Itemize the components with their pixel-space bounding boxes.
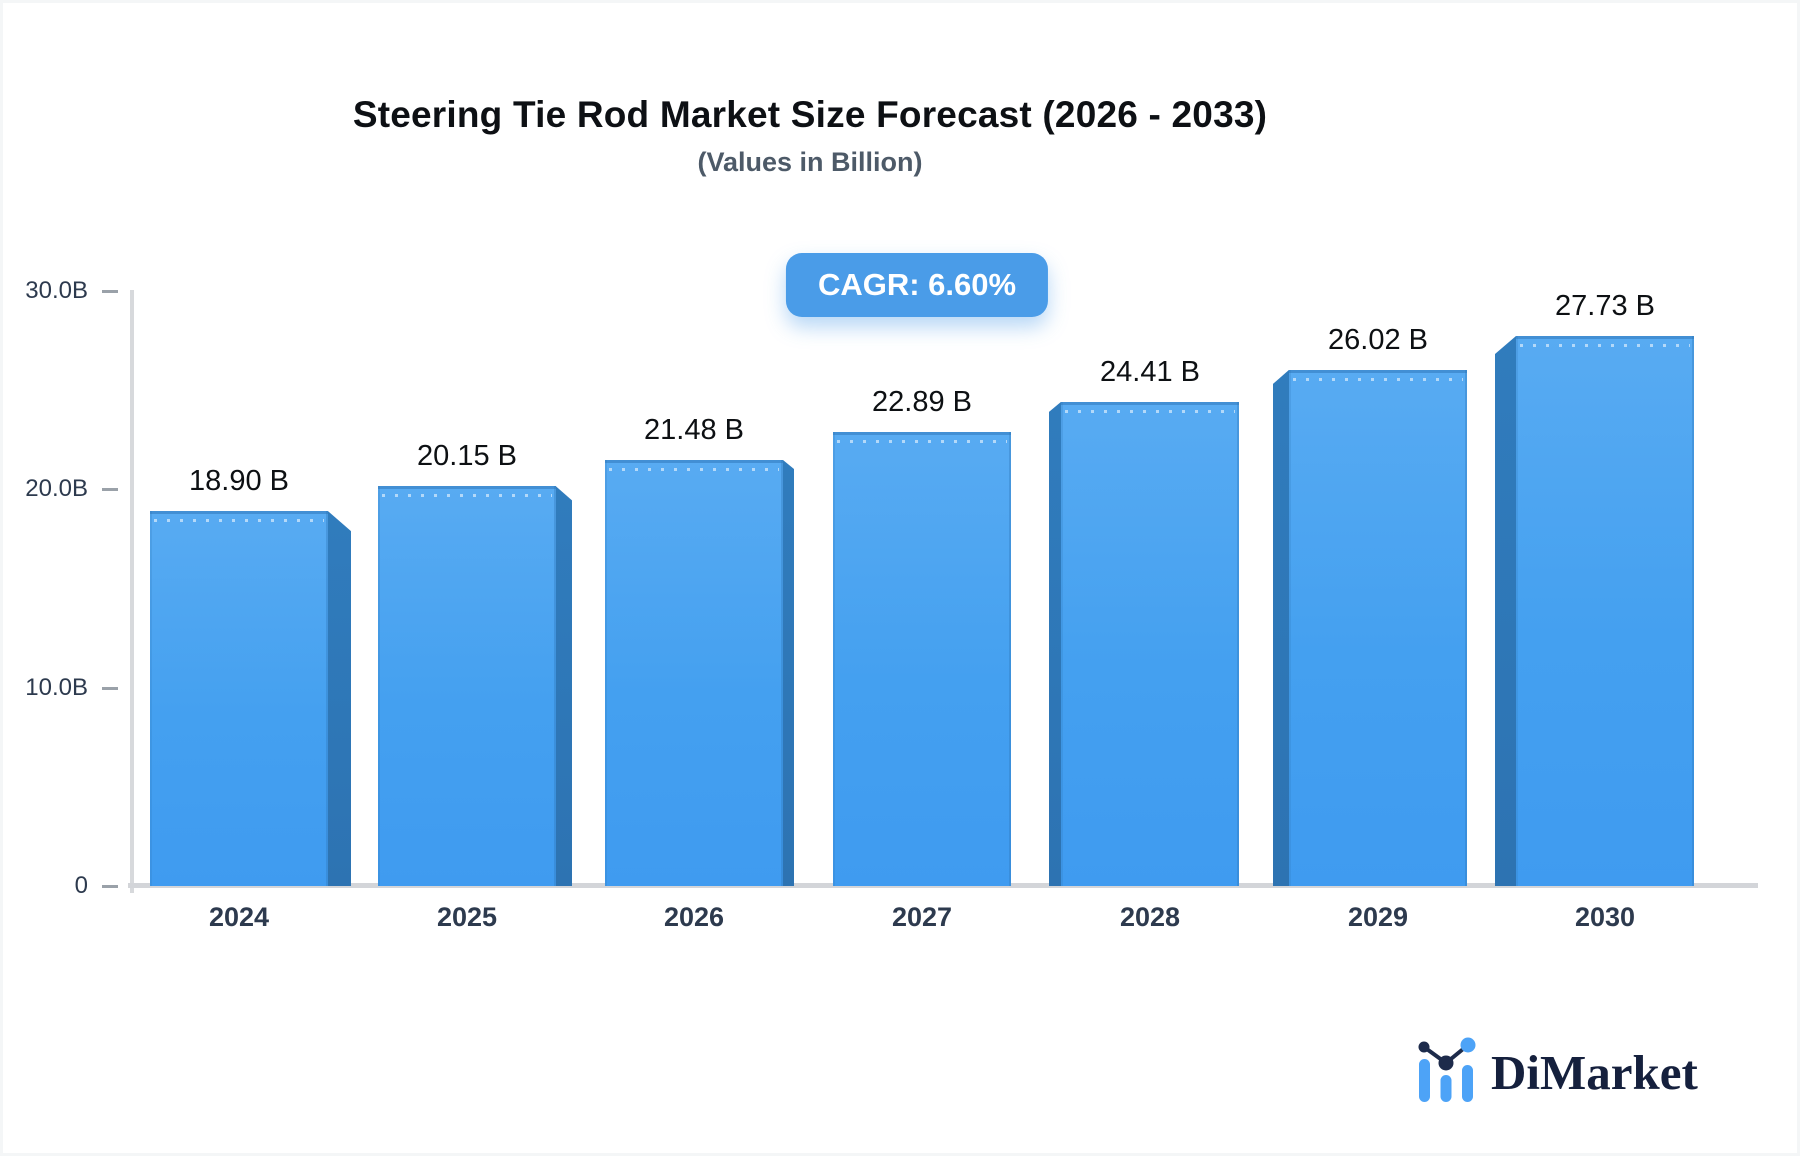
bar-side	[1495, 336, 1516, 886]
x-axis-label: 2029	[1347, 902, 1409, 932]
bar-side	[328, 511, 351, 886]
x-axis-label: 2026	[663, 902, 725, 932]
y-axis-tick-label: 10.0B	[25, 674, 88, 701]
chart-title: Steering Tie Rod Market Size Forecast (2…	[352, 94, 1268, 135]
y-axis-tick	[102, 687, 118, 690]
brand-name: DiMarket	[1491, 1044, 1698, 1100]
y-axis-tick-label: 0	[74, 872, 88, 899]
bar-chart-logo-icon	[1418, 1037, 1476, 1102]
x-axis-label: 2024	[208, 902, 270, 932]
bar-side	[556, 486, 572, 886]
bar[interactable]	[150, 511, 328, 886]
bar[interactable]	[378, 486, 556, 886]
x-axis-label: 2027	[891, 902, 953, 932]
bar-value-label: 22.89 B	[872, 386, 972, 418]
bar[interactable]	[1289, 369, 1467, 886]
y-axis-line	[130, 290, 134, 893]
bar-value-label: 24.41 B	[1100, 355, 1200, 388]
bar-side	[1049, 401, 1061, 886]
y-axis-tick	[102, 290, 118, 293]
y-axis-tick-label: 30.0B	[25, 277, 88, 304]
x-axis-label: 2025	[436, 902, 498, 932]
bar-value-label: 18.90 B	[189, 465, 289, 498]
bar[interactable]	[833, 432, 1011, 886]
y-axis-tick-label: 20.0B	[25, 475, 88, 502]
cagr-badge: CAGR: 6.60%	[785, 253, 1049, 317]
bar-value-label: 21.48 B	[644, 413, 744, 446]
brand-logo[interactable]: DiMarket	[1415, 1036, 1698, 1102]
y-axis-tick	[102, 885, 118, 888]
bar[interactable]	[1516, 336, 1694, 886]
x-axis-label: 2028	[1119, 902, 1181, 932]
bar-value-label: 26.02 B	[1328, 323, 1428, 356]
x-axis-label: 2030	[1574, 902, 1636, 932]
bar-value-label: 27.73 B	[1555, 290, 1655, 323]
chart-subtitle: (Values in Billion)	[697, 147, 923, 177]
bar-value-label: 20.15 B	[417, 440, 517, 473]
bar-side	[1273, 369, 1289, 886]
bar-side	[783, 459, 794, 886]
bar[interactable]	[1061, 401, 1239, 886]
bar[interactable]	[605, 459, 783, 886]
y-axis-tick	[102, 488, 118, 491]
